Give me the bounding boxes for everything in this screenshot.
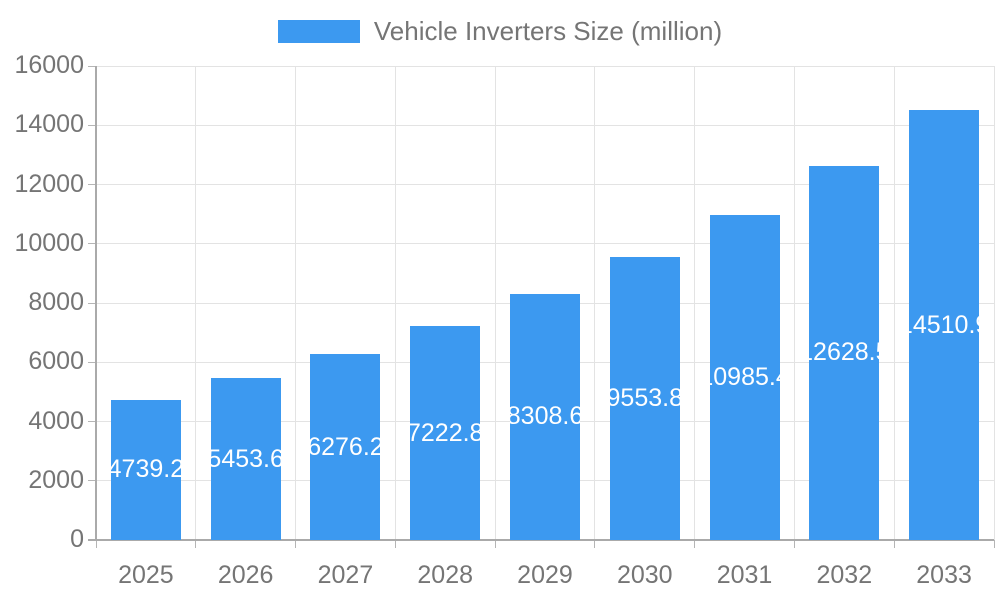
y-tick-label: 8000 [28, 288, 84, 316]
y-tick-label: 2000 [28, 465, 84, 494]
x-axis-tick [694, 540, 696, 548]
y-axis-tick [88, 243, 96, 245]
y-tick-label: 16000 [14, 51, 84, 79]
y-axis-tick [88, 184, 96, 185]
x-tick-label: 2030 [616, 561, 673, 589]
bar-value-label: 5453.6 [210, 444, 281, 473]
y-axis-tick [88, 361, 96, 363]
x-axis-tick [993, 540, 995, 548]
y-gridline [96, 184, 994, 185]
y-tick-label: 0 [70, 525, 84, 553]
legend-item[interactable]: Vehicle Inverters Size (million) [277, 15, 723, 47]
x-gridline [195, 66, 197, 540]
bar-value-label: 6276.2 [310, 432, 381, 461]
x-tick-label: 2028 [417, 561, 474, 589]
bar: 5453.6 [210, 378, 281, 540]
x-axis-tick [195, 540, 197, 548]
y-axis-line [95, 66, 97, 540]
bar-value-label: 8308.6 [510, 402, 580, 431]
bar-value-label: 10985.4 [710, 362, 780, 391]
x-gridline [594, 66, 596, 540]
x-gridline [295, 66, 297, 540]
bar: 10985.4 [709, 214, 780, 540]
x-axis-tick [793, 540, 795, 548]
x-axis-tick [594, 540, 596, 548]
bar: 14510.9 [909, 110, 980, 540]
y-gridline [96, 65, 994, 67]
x-gridline [893, 66, 895, 540]
x-axis-line [88, 539, 994, 541]
x-gridline [694, 66, 696, 540]
x-axis-tick [394, 540, 396, 548]
x-axis-tick [893, 540, 895, 548]
x-axis-tick [95, 540, 97, 548]
y-axis-tick [88, 65, 96, 67]
y-tick-label: 6000 [28, 347, 84, 376]
x-tick-label: 2027 [317, 561, 374, 589]
legend-label: Vehicle Inverters Size (million) [373, 15, 723, 46]
legend-swatch [277, 19, 360, 43]
x-tick-label: 2026 [217, 561, 274, 589]
bar: 4739.2 [110, 399, 181, 540]
x-gridline [494, 66, 496, 540]
y-tick-label: 10000 [14, 228, 84, 257]
bar-value-label: 7222.8 [410, 418, 481, 447]
x-tick-label: 2033 [916, 561, 972, 589]
y-tick-label: 12000 [14, 169, 84, 198]
bar-value-label: 14510.9 [909, 310, 979, 339]
x-gridline [394, 66, 396, 540]
x-gridline [993, 66, 995, 540]
y-axis-tick [88, 302, 96, 304]
bar: 9553.8 [609, 256, 680, 540]
y-tick-label: 14000 [14, 110, 84, 139]
bar: 7222.8 [410, 326, 481, 540]
y-gridline [96, 124, 994, 126]
x-tick-label: 2031 [716, 561, 773, 589]
bar-value-label: 9553.8 [609, 383, 680, 412]
x-tick-label: 2029 [517, 561, 573, 589]
x-gridline [793, 66, 795, 540]
y-axis-tick [88, 421, 96, 422]
bar: 8308.6 [510, 293, 580, 540]
x-tick-label: 2025 [118, 561, 174, 589]
y-axis-tick [88, 480, 96, 482]
x-axis-tick [494, 540, 496, 548]
y-gridline [96, 243, 994, 245]
bar: 6276.2 [310, 354, 381, 540]
y-axis-tick [88, 124, 96, 126]
chart-legend: Vehicle Inverters Size (million) [0, 8, 1000, 54]
x-axis-tick [295, 540, 297, 548]
bar-value-label: 4739.2 [110, 455, 181, 484]
x-tick-label: 2032 [816, 561, 873, 589]
y-tick-label: 4000 [28, 406, 84, 435]
